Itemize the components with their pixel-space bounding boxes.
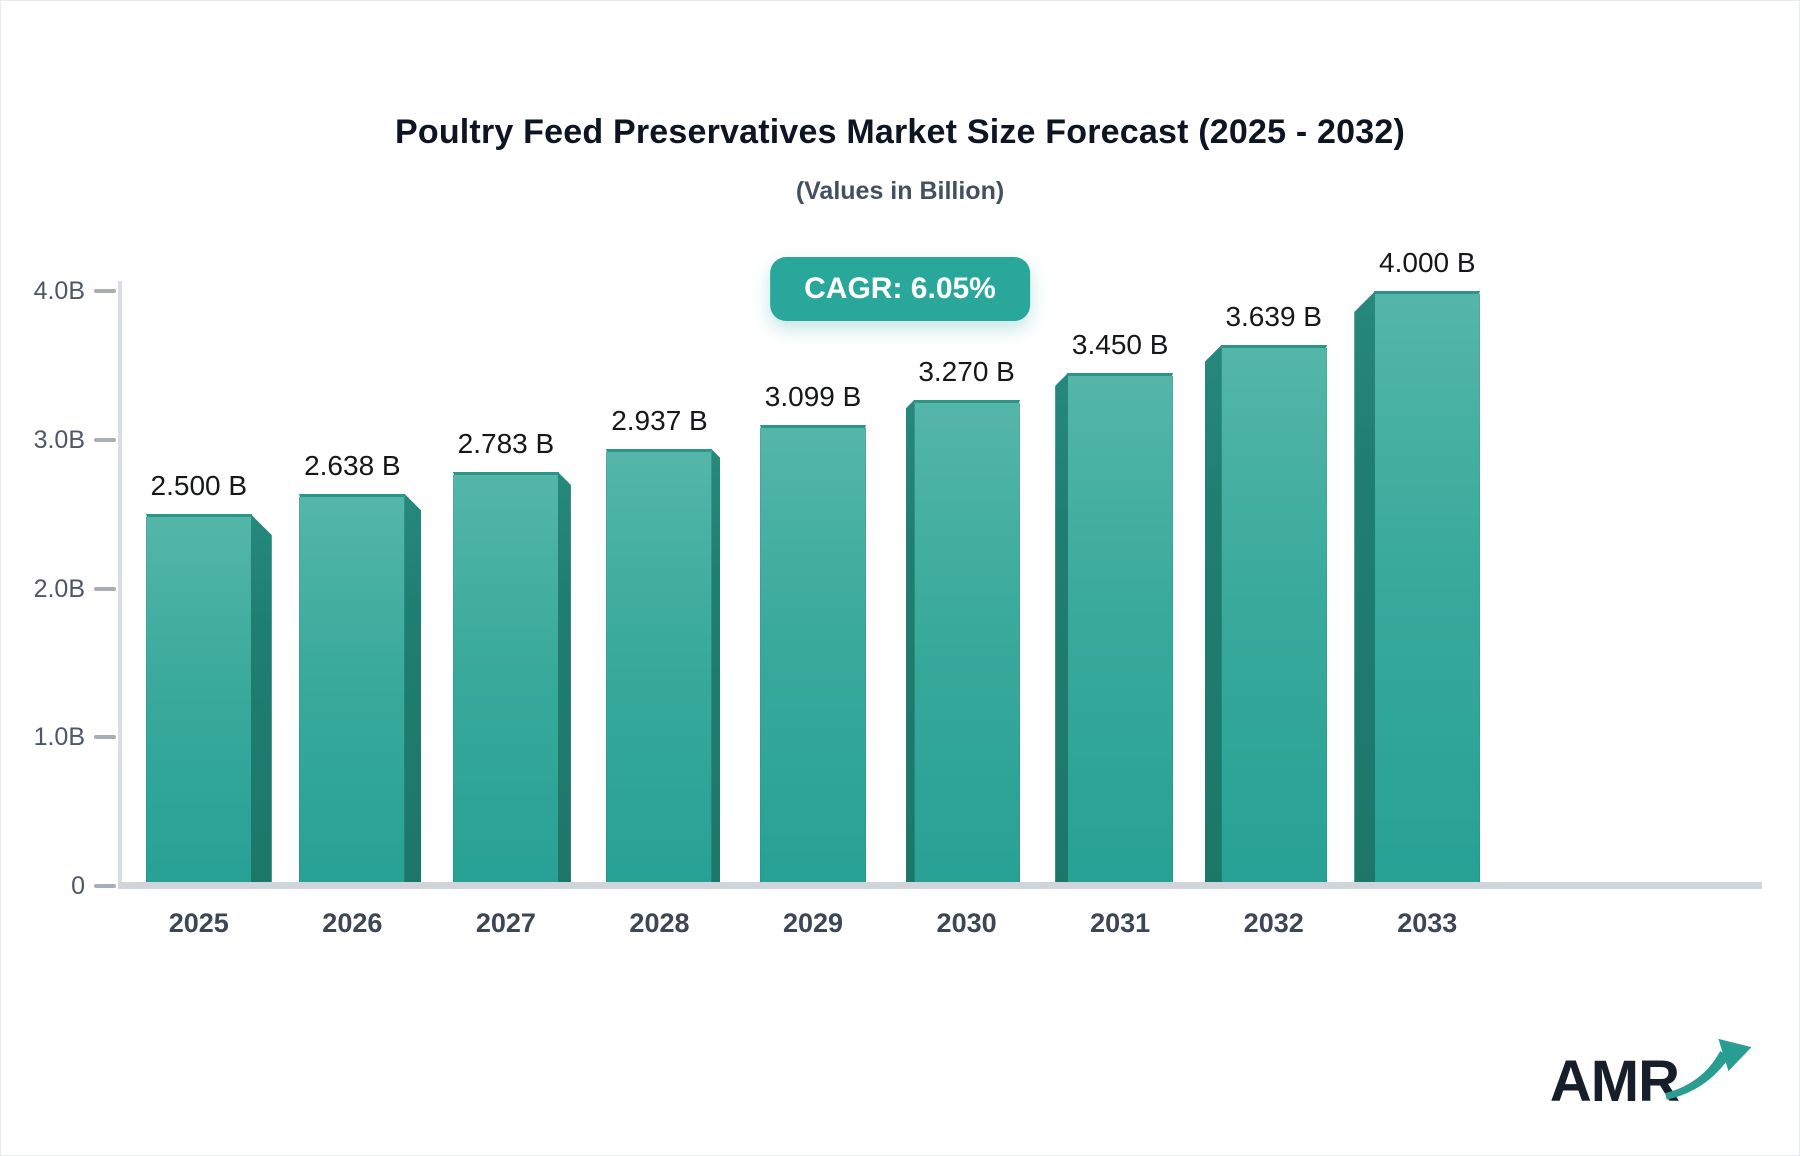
bar-2030[interactable] xyxy=(913,399,1020,886)
x-axis-label-2025: 2025 xyxy=(168,908,229,938)
bar-value-label: 3.639 B xyxy=(1225,300,1322,332)
x-axis-label-2032: 2032 xyxy=(1243,908,1304,938)
bar-2025[interactable] xyxy=(145,514,252,886)
y-axis-tick-label: 4.0B xyxy=(33,277,85,305)
y-axis-tick-label: 3.0B xyxy=(33,425,85,454)
bar-column-2027: 2.783 B 2027 xyxy=(429,291,583,938)
bar-column-2028: 2.937 B 2028 xyxy=(583,291,737,938)
x-axis-label-2031: 2031 xyxy=(1090,908,1151,938)
bar-2031[interactable] xyxy=(1067,372,1174,886)
bar-side-panel xyxy=(557,472,571,886)
growth-arrow-icon xyxy=(1665,1038,1752,1100)
chart-title: Poultry Feed Preservatives Market Size F… xyxy=(394,113,1406,151)
amr-logo: AMR xyxy=(1550,1035,1757,1111)
bar-value-label: 3.099 B xyxy=(764,381,862,413)
x-axis-label-2026: 2026 xyxy=(322,908,383,938)
x-axis-label-2029: 2029 xyxy=(782,908,844,938)
y-axis-tick-label: 2.0B xyxy=(33,574,85,603)
bar-value-label: 2.638 B xyxy=(304,449,401,481)
bar-side-panel xyxy=(1204,344,1222,886)
bar-column-2026: 2.638 B 2026 xyxy=(276,291,430,938)
bar-side-panel xyxy=(404,493,422,886)
bar-2033[interactable] xyxy=(1374,291,1481,886)
y-axis-tick-mark xyxy=(94,586,116,591)
bar-column-2030: 3.270 B 2030 xyxy=(890,291,1044,938)
x-axis-label-2027: 2027 xyxy=(475,908,536,938)
cagr-badge-label: CAGR: 6.05% xyxy=(804,272,996,305)
bar-side-panel xyxy=(905,399,915,886)
y-axis-tick-label: 0 xyxy=(71,872,85,900)
x-axis-label-2030: 2030 xyxy=(936,908,997,938)
bar-value-label: 2.500 B xyxy=(150,470,248,502)
bar-2027[interactable] xyxy=(452,472,559,886)
y-axis-tick-label: 1.0B xyxy=(33,723,85,752)
bar-2032[interactable] xyxy=(1220,344,1327,886)
cagr-badge: CAGR: 6.05% xyxy=(770,257,1030,321)
bar-column-2025: 2.500 B 2025 xyxy=(122,291,276,938)
amr-logo-text: AMR xyxy=(1549,1049,1680,1114)
bar-side-panel xyxy=(711,449,721,886)
y-axis: 4.0B 3.0B 2.0B 1.0B 0 xyxy=(1,277,119,900)
y-axis-tick-mark xyxy=(94,437,116,442)
y-axis-line xyxy=(118,281,122,889)
bar-value-label: 2.783 B xyxy=(457,428,555,460)
bar-value-label: 3.450 B xyxy=(1071,328,1169,360)
chart-subtitle: (Values in Billion) xyxy=(795,177,1005,205)
bars-container: 2.500 B 2025 2.638 B 2026 2.783 B 2027 2.937 B… xyxy=(122,247,1505,938)
bar-side-panel xyxy=(1055,372,1069,886)
bar-side-panel xyxy=(250,514,272,886)
y-axis-tick-mark xyxy=(94,289,116,293)
y-axis-tick-mark xyxy=(94,884,116,888)
bar-column-2032: 3.639 B 2032 xyxy=(1197,291,1351,938)
y-axis-tick-mark xyxy=(94,735,116,740)
bar-column-2031: 3.450 B 2031 xyxy=(1043,291,1197,938)
bar-2028[interactable] xyxy=(606,449,713,886)
x-axis-label-2033: 2033 xyxy=(1397,908,1458,938)
bar-side-panel xyxy=(1354,291,1376,886)
bar-2026[interactable] xyxy=(299,493,406,886)
bar-2029[interactable] xyxy=(760,425,867,886)
bar-value-label: 3.270 B xyxy=(918,355,1015,387)
bar-value-label: 2.937 B xyxy=(611,405,708,437)
bar-column-2033: 4.000 B 2033 xyxy=(1351,247,1505,938)
x-axis-line xyxy=(118,882,1762,889)
bar-value-label: 4.000 B xyxy=(1379,247,1476,278)
x-axis-label-2028: 2028 xyxy=(629,908,690,938)
bar-column-2029: 3.099 B 2029 xyxy=(736,291,890,938)
